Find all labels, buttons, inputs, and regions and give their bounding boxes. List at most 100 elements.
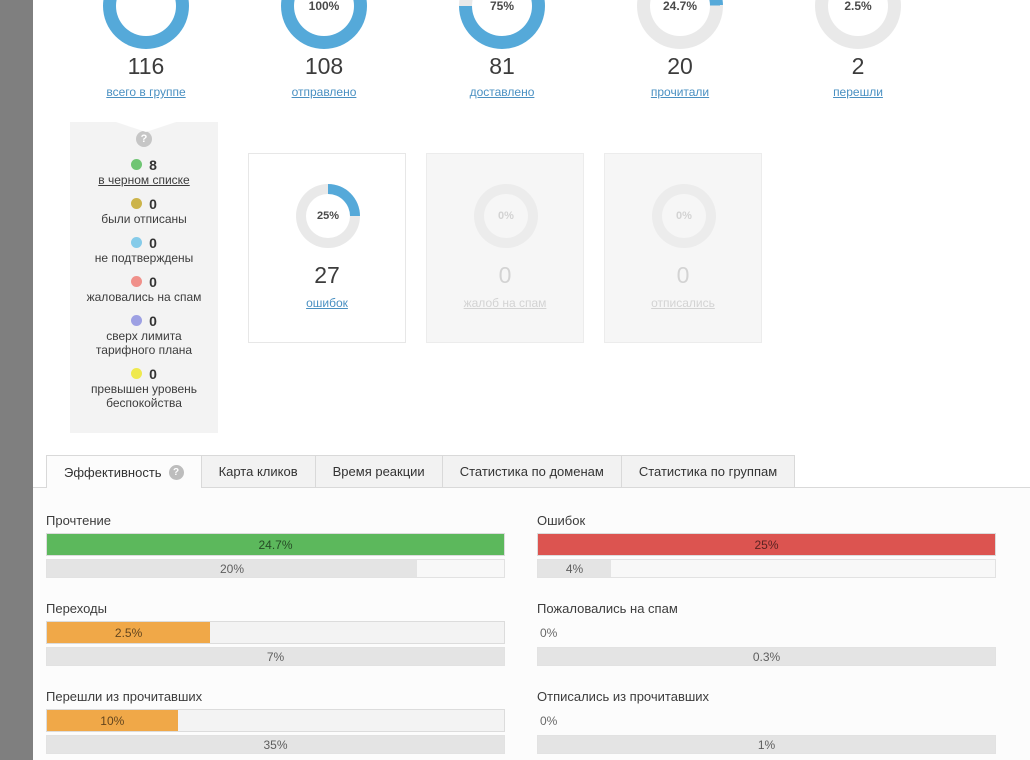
stat-card-delivered: 75% 81 доставлено [426,0,578,132]
legend-value: 0 [149,312,157,329]
bar-percent: 1% [757,737,776,752]
donut-delivered: 75% [459,0,545,49]
bar-percent: 20% [220,561,245,576]
campaign-stats-page: 116 всего в группе 100% 108 отправлено 7… [33,0,1030,760]
donut-percent-label: 25% [316,210,340,222]
tab-divider [33,487,1030,488]
legend-item-over-limit: 0 сверх лимита тарифного плана [70,312,218,358]
metric-label: Перешли из прочитавших [46,689,203,704]
legend-label: сверх лимита тарифного плана [95,329,193,357]
legend-label: были отписаны [101,212,187,226]
legend-link-blacklist[interactable]: в черном списке [98,173,190,187]
legend-label: превышен уровень беспокойства [90,382,198,410]
metric-bar-value: 0% [537,709,996,732]
donut-percent-label: 100% [308,0,340,13]
legend-label: жаловались на спам [86,290,202,304]
metric-click-to-open-rate: Перешли из прочитавших 10% 35% [46,689,505,754]
tab-label: Время реакции [332,464,425,479]
donut-total-in-group [103,0,189,49]
metric-label: Переходы [46,601,107,616]
metric-bar-average: 0.3% [537,647,996,666]
tab-bar: Эффективность ? Карта кликов Время реакц… [33,455,1030,488]
metric-error-rate: Ошибок 25% 4% [537,513,996,578]
unconfirmed-dot-icon [131,237,143,248]
donut-percent-label: 0% [498,210,514,222]
legend-value: 0 [149,234,157,251]
legend-value: 0 [149,273,157,290]
bar-percent: 35% [263,737,288,752]
bar-percent: 0% [540,713,558,728]
metric-read-rate: Прочтение 24.7% 20% [46,513,505,578]
unsubscribed-dot-icon [131,198,143,209]
donut-spam-complaints: 0% [474,184,538,248]
legend-item-blacklist: 8 в черном списке [70,156,218,188]
stat-link-sent[interactable]: отправлено [291,85,357,99]
stat-card-sent: 100% 108 отправлено [248,0,400,132]
bar-percent: 25% [754,537,779,552]
metric-bar-average: 7% [46,647,505,666]
stat-value: 116 [127,53,165,79]
stat-value: 20 [667,53,693,79]
stat-card-clicked: 2.5% 2 перешли [782,0,934,132]
stat-link-unsubscribed: отписались [651,296,715,310]
legend-item-anxiety-level: 0 превышен уровень беспокойства [70,365,218,411]
metric-bar-value: 25% [537,533,996,556]
bar-percent: 10% [100,713,125,728]
donut-clicked: 2.5% [815,0,901,49]
legend-item-spam-complaint: 0 жаловались на спам [70,273,218,305]
tab-group-stats[interactable]: Статистика по группам [621,455,796,487]
spam-dot-icon [131,276,143,287]
metrics-right-column: Ошибок 25% 4% Пожаловались на спам 0% 0.… [537,513,996,760]
help-icon[interactable]: ? [168,464,184,480]
metric-bar-value: 10% [46,709,505,732]
stat-card-errors: 25% 27 ошибок [248,153,406,343]
stat-link-clicked[interactable]: перешли [833,85,883,99]
bar-percent: 0.3% [752,649,781,664]
legend-value: 0 [149,365,157,382]
stat-card-read: 24.7% 20 прочитали [604,0,756,132]
stat-value: 108 [304,53,344,79]
bar-percent: 7% [266,649,285,664]
stat-value: 0 [676,262,690,288]
legend-item-unsubscribed: 0 были отписаны [70,195,218,227]
donut-percent-label: 2.5% [844,0,872,13]
tab-label: Карта кликов [218,464,298,479]
stat-value: 81 [489,53,515,79]
tab-domain-stats[interactable]: Статистика по доменам [442,455,622,487]
stat-link-delivered[interactable]: доставлено [469,85,535,99]
legend-value: 8 [149,156,157,173]
metric-bar-average: 35% [46,735,505,754]
metric-bar-average: 4% [537,559,996,578]
stat-link-spam-complaints: жалоб на спам [463,296,547,310]
metric-bar-value: 0% [537,621,996,644]
bar-percent: 4% [565,561,584,576]
donut-unsubscribed: 0% [652,184,716,248]
tab-click-map[interactable]: Карта кликов [201,455,316,487]
metrics-left-column: Прочтение 24.7% 20% Переходы 2.5% 7% Пер… [46,513,505,760]
metric-spam-rate: Пожаловались на спам 0% 0.3% [537,601,996,666]
metric-unsubscribe-rate: Отписались из прочитавших 0% 1% [537,689,996,754]
legend-item-unconfirmed: 0 не подтверждены [70,234,218,266]
tab-label: Статистика по группам [638,464,778,479]
tab-label: Эффективность [64,464,162,480]
window-edge [0,0,33,760]
effectiveness-panel: Прочтение 24.7% 20% Переходы 2.5% 7% Пер… [33,488,1030,760]
donut-errors: 25% [296,184,360,248]
metric-label: Отписались из прочитавших [537,689,710,704]
donut-percent-label: 24.7% [662,0,698,13]
metric-bar-value: 2.5% [46,621,505,644]
metric-bar-average: 1% [537,735,996,754]
help-icon[interactable]: ? [136,131,152,147]
stat-card-unsubscribed: 0% 0 отписались [604,153,762,343]
stat-link-read[interactable]: прочитали [650,85,710,99]
tab-label: Статистика по доменам [459,464,604,479]
tab-effectiveness[interactable]: Эффективность ? [46,455,202,488]
stat-value: 2 [851,53,865,79]
legend-label: не подтверждены [94,251,194,265]
tab-reaction-time[interactable]: Время реакции [315,455,443,487]
stat-card-total-in-group: 116 всего в группе [70,0,222,132]
stat-link-errors[interactable]: ошибок [306,296,348,310]
metric-bar-average: 20% [46,559,505,578]
stat-link-total-in-group[interactable]: всего в группе [106,85,186,99]
blacklist-dot-icon [131,159,143,170]
